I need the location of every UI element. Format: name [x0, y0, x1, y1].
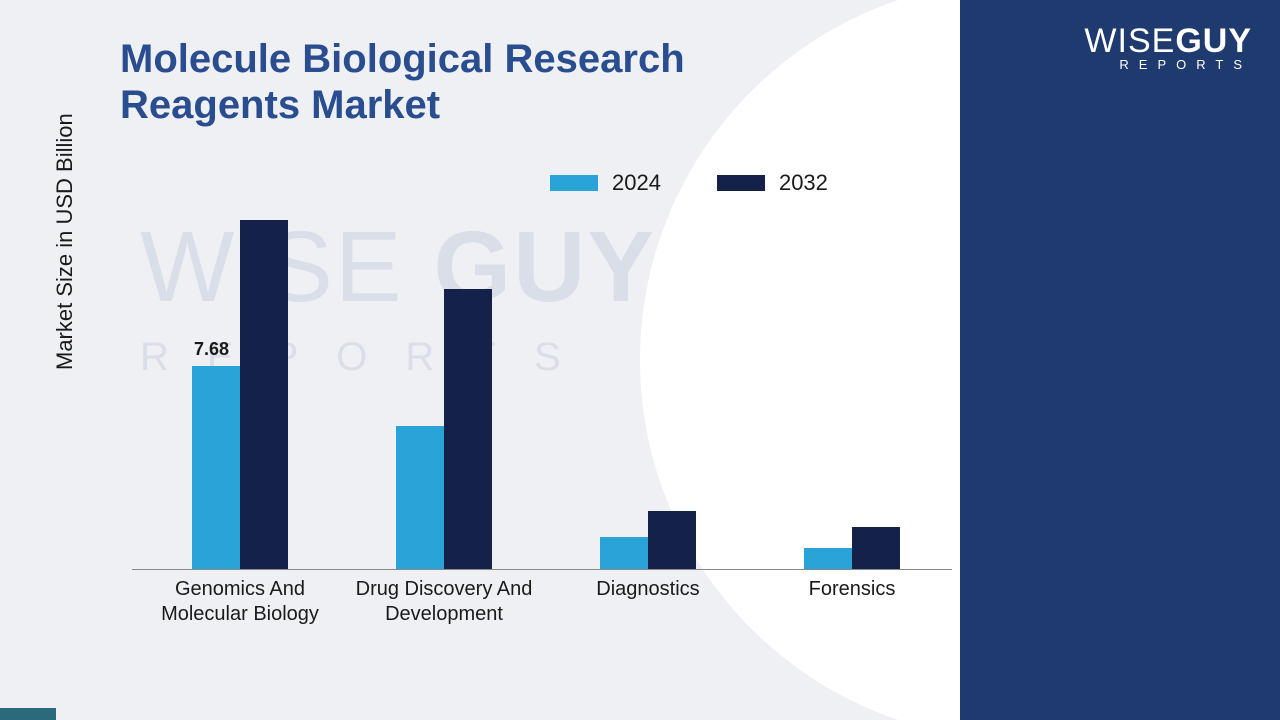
bar: [240, 220, 288, 569]
bar: [648, 511, 696, 569]
bar-chart: Market Size in USD Billion 2024 2032 7.6…: [90, 170, 960, 690]
legend-swatch-2024: [550, 175, 598, 191]
category-label: Diagnostics: [558, 577, 738, 602]
legend: 2024 2032: [550, 170, 828, 196]
decorative-bottom-accent: [0, 708, 56, 720]
bar-group: Diagnostics: [568, 199, 728, 569]
legend-label: 2024: [612, 170, 661, 196]
bar: [192, 366, 240, 569]
bar: [852, 527, 900, 569]
legend-item: 2024: [550, 170, 661, 196]
bar-group: Drug Discovery And Development: [364, 199, 524, 569]
legend-swatch-2032: [717, 175, 765, 191]
category-label: Drug Discovery And Development: [354, 577, 534, 627]
bar: [804, 548, 852, 569]
brand-logo: WISEGUY REPORTS: [1084, 22, 1252, 72]
bar-group: Forensics: [772, 199, 932, 569]
bar: [444, 289, 492, 569]
logo-text: WISEGUY: [1084, 22, 1252, 61]
plot-area: 7.68Genomics And Molecular Biology Drug D…: [132, 200, 952, 570]
bar-group: 7.68Genomics And Molecular Biology: [160, 199, 320, 569]
category-label: Forensics: [762, 577, 942, 602]
right-panel: [960, 0, 1280, 720]
legend-label: 2032: [779, 170, 828, 196]
bar: [600, 537, 648, 569]
page: WISEGUY REPORTS Molecule Biological Rese…: [0, 0, 1280, 720]
logo-bold: GUY: [1175, 22, 1252, 60]
bar: [396, 426, 444, 569]
category-label: Genomics And Molecular Biology: [150, 577, 330, 627]
y-axis-label: Market Size in USD Billion: [52, 113, 78, 370]
bar-value-label: 7.68: [194, 339, 229, 360]
chart-title: Molecule Biological Research Reagents Ma…: [120, 36, 840, 128]
legend-item: 2032: [717, 170, 828, 196]
logo-light: WISE: [1084, 22, 1175, 60]
